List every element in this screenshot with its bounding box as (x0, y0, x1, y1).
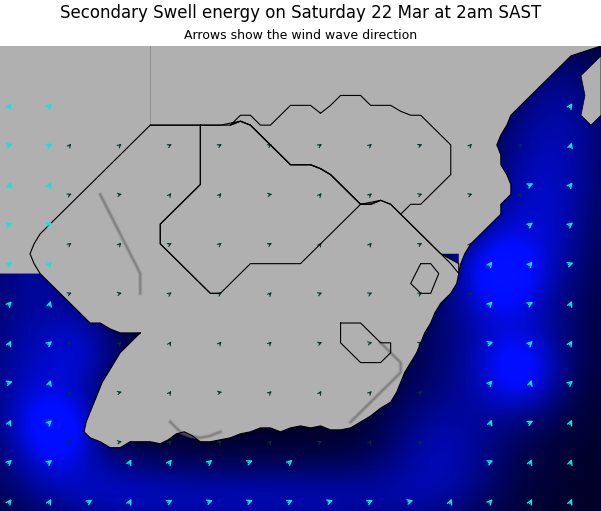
Text: Secondary Swell energy on Saturday 22 Mar at 2am SAST: Secondary Swell energy on Saturday 22 Ma… (60, 4, 541, 22)
Text: Arrows show the wind wave direction: Arrows show the wind wave direction (184, 29, 417, 42)
Polygon shape (150, 46, 601, 273)
Polygon shape (30, 121, 459, 448)
Polygon shape (581, 56, 601, 125)
Polygon shape (0, 46, 150, 273)
